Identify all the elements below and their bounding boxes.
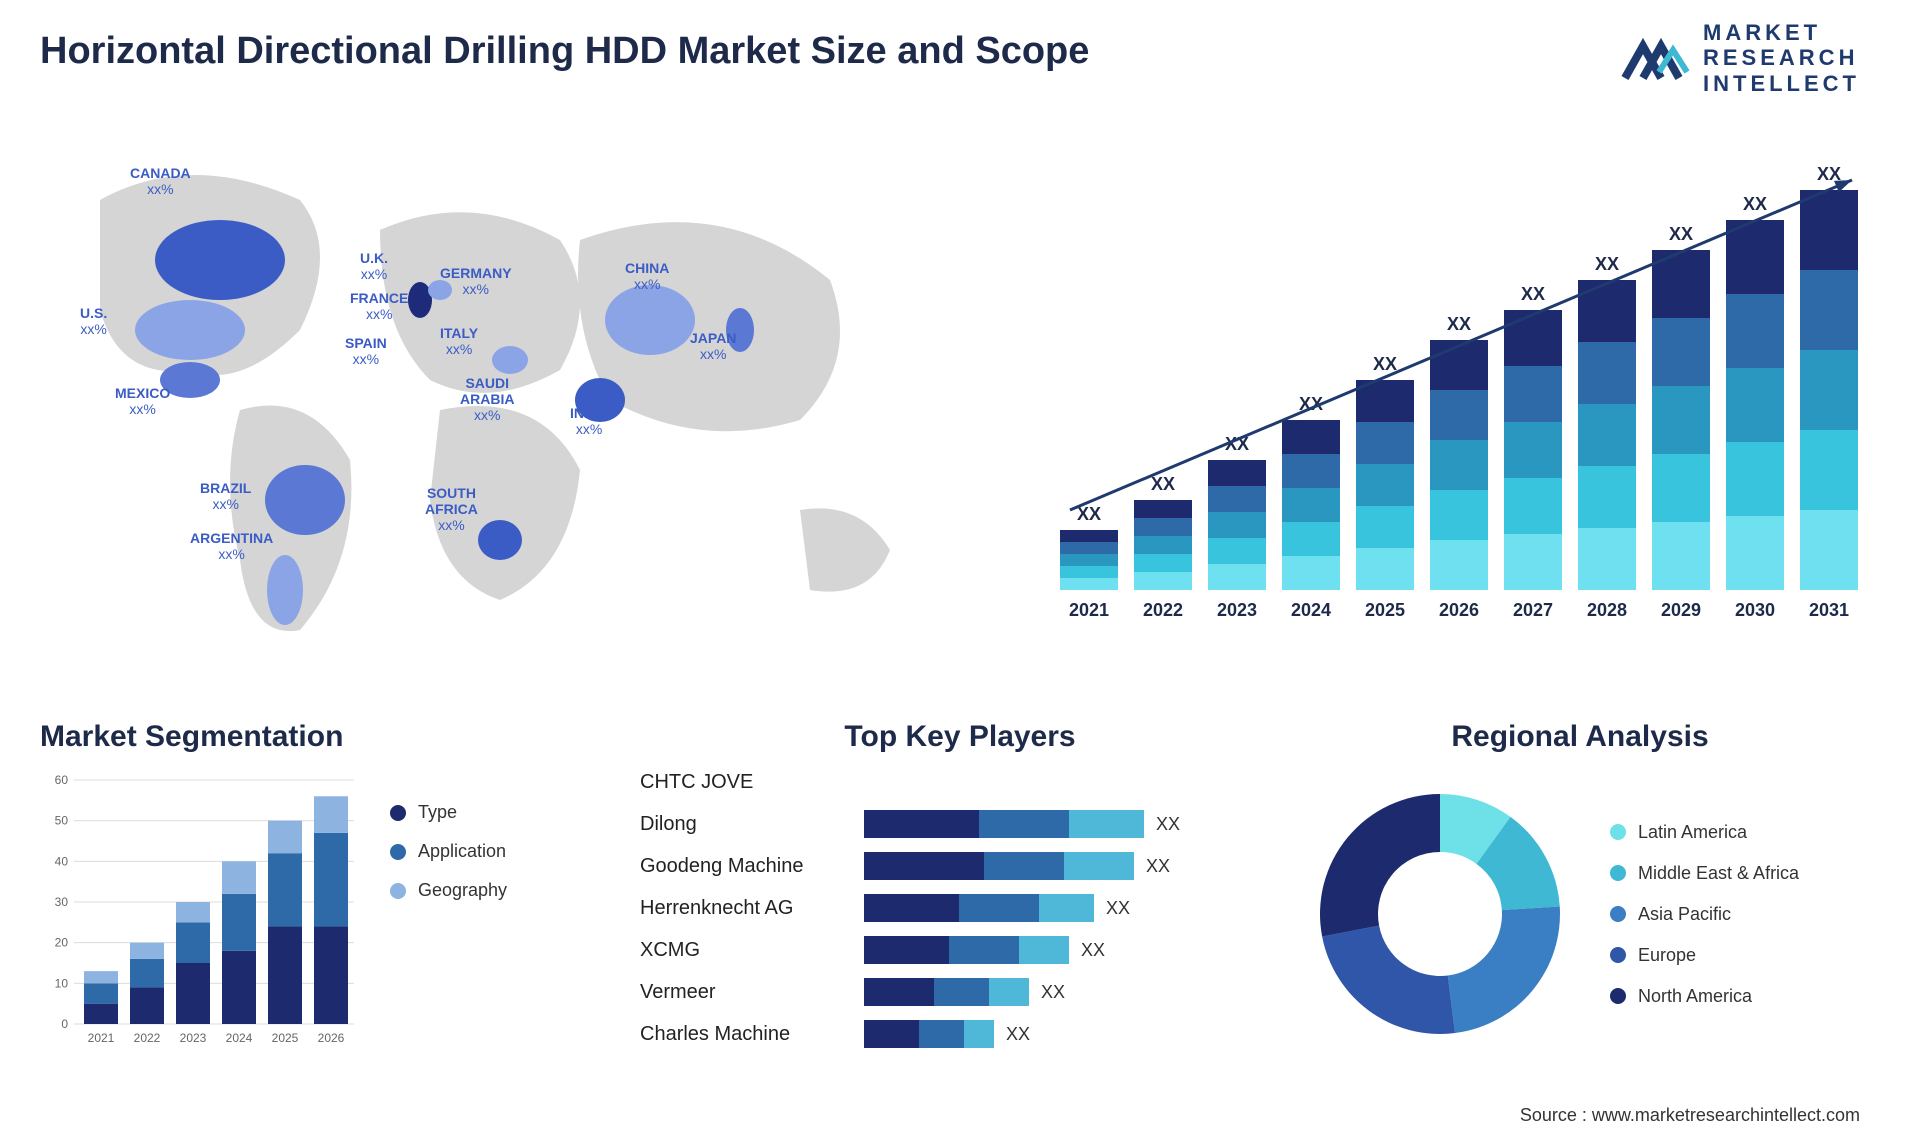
svg-text:2027: 2027 (1513, 600, 1553, 620)
players-bars: XXXXXXXXXXXX (864, 768, 1280, 1048)
brand-logo: MARKET RESEARCH INTELLECT (1621, 20, 1860, 96)
svg-text:2021: 2021 (88, 1031, 115, 1045)
svg-text:50: 50 (55, 814, 69, 828)
svg-text:XX: XX (1151, 474, 1175, 494)
legend-item: Application (390, 841, 507, 862)
legend-item: Latin America (1610, 822, 1799, 843)
player-name: XCMG (640, 936, 700, 964)
player-value-label: XX (1006, 1024, 1030, 1045)
page-title: Horizontal Directional Drilling HDD Mark… (40, 30, 1089, 73)
country-label: FRANCExx% (350, 290, 408, 322)
legend-item: Asia Pacific (1610, 904, 1799, 925)
svg-text:2026: 2026 (318, 1031, 345, 1045)
player-name: Herrenknecht AG (640, 894, 793, 922)
player-value-label: XX (1106, 898, 1130, 919)
svg-text:XX: XX (1521, 284, 1545, 304)
svg-text:2026: 2026 (1439, 600, 1479, 620)
source-attribution: Source : www.marketresearchintellect.com (1520, 1105, 1860, 1126)
player-bar-row: XX (864, 810, 1280, 838)
logo-line2: RESEARCH (1703, 45, 1860, 70)
svg-text:2030: 2030 (1735, 600, 1775, 620)
svg-text:2023: 2023 (1217, 600, 1257, 620)
player-name: Dilong (640, 810, 697, 838)
country-label: SOUTHAFRICAxx% (425, 485, 478, 533)
svg-text:XX: XX (1373, 354, 1397, 374)
country-label: ARGENTINAxx% (190, 530, 273, 562)
regional-title: Regional Analysis (1300, 720, 1860, 754)
player-bar-row: XX (864, 978, 1280, 1006)
svg-text:2024: 2024 (226, 1031, 253, 1045)
svg-text:2031: 2031 (1809, 600, 1849, 620)
svg-text:2022: 2022 (1143, 600, 1183, 620)
svg-text:60: 60 (55, 773, 69, 787)
player-bar-row (864, 768, 1280, 796)
logo-line3: INTELLECT (1703, 71, 1860, 96)
legend-item: North America (1610, 986, 1799, 1007)
country-label: MEXICOxx% (115, 385, 170, 417)
svg-text:40: 40 (55, 854, 69, 868)
svg-text:0: 0 (61, 1017, 68, 1031)
legend-item: Geography (390, 880, 507, 901)
player-name: Charles Machine (640, 1020, 790, 1048)
logo-mark-icon (1621, 28, 1691, 88)
country-label: CHINAxx% (625, 260, 669, 292)
player-name: Vermeer (640, 978, 716, 1006)
logo-line1: MARKET (1703, 20, 1860, 45)
player-bar-row: XX (864, 936, 1280, 964)
player-bar-row: XX (864, 1020, 1280, 1048)
svg-text:2024: 2024 (1291, 600, 1331, 620)
player-name: Goodeng Machine (640, 852, 803, 880)
player-value-label: XX (1156, 814, 1180, 835)
segmentation-title: Market Segmentation (40, 720, 600, 754)
svg-text:2028: 2028 (1587, 600, 1627, 620)
key-players-panel: Top Key Players CHTC JOVE Dilong Goodeng M… (640, 720, 1280, 1048)
country-label: SPAINxx% (345, 335, 387, 367)
player-value-label: XX (1081, 940, 1105, 961)
legend-item: Europe (1610, 945, 1799, 966)
svg-text:2021: 2021 (1069, 600, 1109, 620)
world-map: CANADAxx% U.S.xx% MEXICOxx% BRAZILxx% ARGENT… (40, 130, 940, 700)
player-bar-row: XX (864, 852, 1280, 880)
player-value-label: XX (1146, 856, 1170, 877)
svg-text:10: 10 (55, 976, 69, 990)
player-bar-row: XX (864, 894, 1280, 922)
segmentation-legend: Type Application Geography (390, 802, 507, 1052)
svg-text:30: 30 (55, 895, 69, 909)
svg-text:2025: 2025 (1365, 600, 1405, 620)
svg-text:XX: XX (1595, 254, 1619, 274)
regional-panel: Regional Analysis Latin America Middle Ea… (1300, 720, 1860, 1054)
country-label: BRAZILxx% (200, 480, 251, 512)
country-label: ITALYxx% (440, 325, 478, 357)
growth-bar-chart: 2021 XX 2022 XX 2023 XX 2024 XX 2025 XX 2026 XX 2027… (1040, 150, 1860, 640)
svg-text:XX: XX (1743, 194, 1767, 214)
svg-text:2029: 2029 (1661, 600, 1701, 620)
players-title: Top Key Players (640, 720, 1280, 754)
segmentation-panel: Market Segmentation 0 10 20 30 40 50 60 2021 202… (40, 720, 600, 1052)
country-label: U.S.xx% (80, 305, 107, 337)
svg-text:2025: 2025 (272, 1031, 299, 1045)
svg-text:20: 20 (55, 936, 69, 950)
country-label: CANADAxx% (130, 165, 191, 197)
svg-text:XX: XX (1447, 314, 1471, 334)
legend-item: Middle East & Africa (1610, 863, 1799, 884)
legend-item: Type (390, 802, 507, 823)
svg-text:2023: 2023 (180, 1031, 207, 1045)
country-label: GERMANYxx% (440, 265, 512, 297)
svg-text:XX: XX (1669, 224, 1693, 244)
player-value-label: XX (1041, 982, 1065, 1003)
player-name: CHTC JOVE (640, 768, 753, 796)
country-label: INDIAxx% (570, 405, 608, 437)
svg-text:2022: 2022 (134, 1031, 161, 1045)
country-label: SAUDIARABIAxx% (460, 375, 514, 423)
regional-legend: Latin America Middle East & Africa Asia Pa… (1610, 822, 1799, 1007)
country-label: U.K.xx% (360, 250, 388, 282)
country-label: JAPANxx% (690, 330, 736, 362)
players-names: CHTC JOVE Dilong Goodeng Machine Herrenknec… (640, 768, 850, 1048)
